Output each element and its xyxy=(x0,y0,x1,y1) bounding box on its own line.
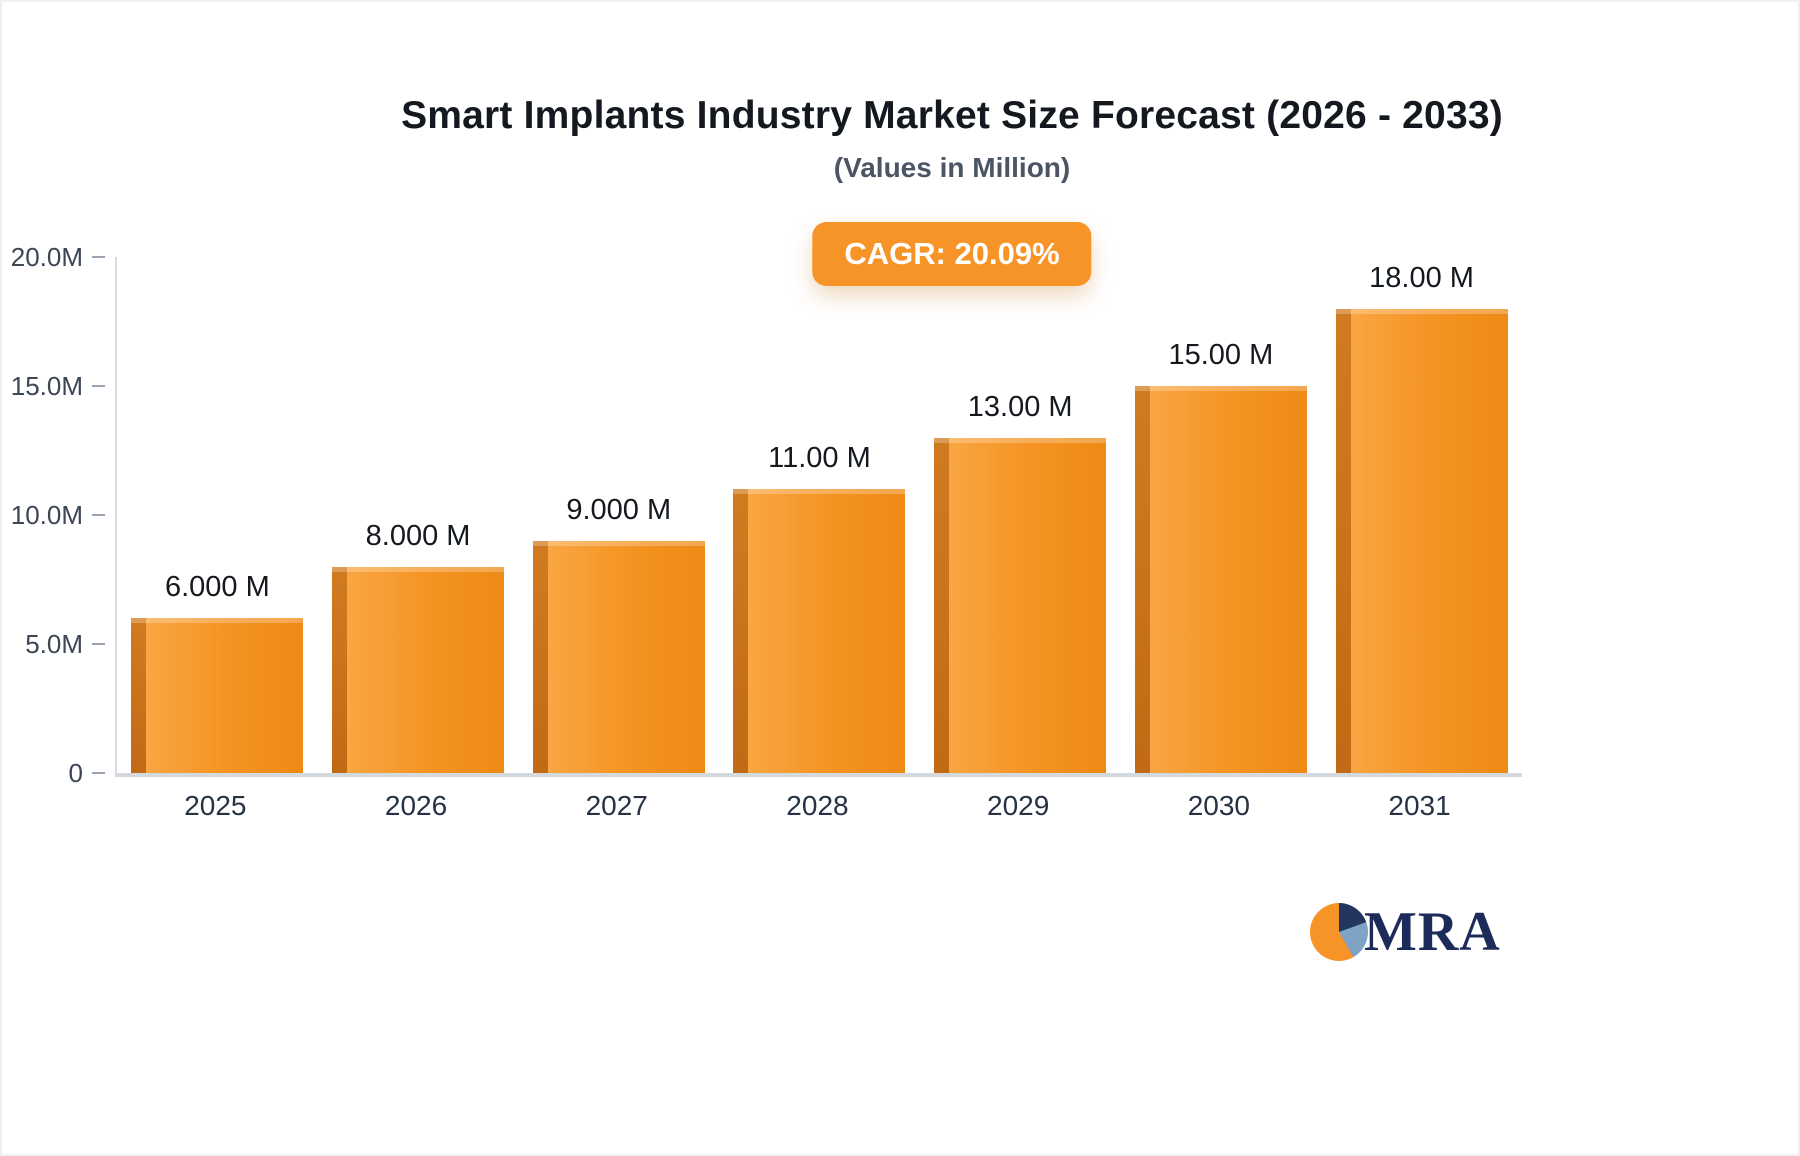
x-axis-label: 2026 xyxy=(384,790,448,821)
bar: 8.000 M xyxy=(332,520,505,773)
bar-value-label: 15.00 M xyxy=(1168,339,1274,371)
bar-3d-side xyxy=(532,540,548,773)
y-axis-tick-label: 15.0M xyxy=(10,371,83,401)
cagr-badge: CAGR: 20.09% xyxy=(812,222,1092,286)
bar-3d-side xyxy=(332,566,348,773)
bar: 11.00 M xyxy=(733,442,906,773)
pie-logo-icon xyxy=(1310,903,1368,961)
bar-3d-side xyxy=(131,618,147,773)
bar-top-bevel xyxy=(532,540,705,546)
bar-value-label: 8.000 M xyxy=(365,519,471,552)
bar-top-bevel xyxy=(1134,386,1307,391)
y-axis-tick-label: 0 xyxy=(68,758,83,788)
y-axis-tick-mark xyxy=(92,514,105,516)
y-axis-tick-mark xyxy=(92,385,105,387)
bar: 15.00 M xyxy=(1134,339,1307,773)
x-axis-label: 2029 xyxy=(987,790,1050,821)
y-axis-tick-label: 20.0M xyxy=(10,242,83,272)
bar-value-label: 6.000 M xyxy=(164,571,270,604)
bar-column: 11.00 M xyxy=(733,257,906,773)
bar-top-bevel xyxy=(934,437,1107,443)
brand-logo: MRA xyxy=(1310,900,1501,964)
bar: 13.00 M xyxy=(934,391,1107,773)
bar-value-label: 9.000 M xyxy=(566,493,672,526)
y-axis-tick-label: 5.0M xyxy=(25,629,83,659)
bar-value-label: 18.00 M xyxy=(1369,261,1474,294)
y-axis-tick-label: 10.0M xyxy=(10,500,83,530)
y-axis-tick-mark xyxy=(92,643,105,645)
x-axis: 2025 2026 2027 2028 2029 2030 2031 xyxy=(115,790,1520,822)
bar-top-bevel xyxy=(332,566,505,572)
x-axis-label: 2028 xyxy=(786,790,849,821)
brand-logo-text: MRA xyxy=(1364,901,1501,963)
bar-value-label: 13.00 M xyxy=(967,390,1073,423)
bar-3d-side xyxy=(1335,308,1351,773)
bar-column: 6.000 M xyxy=(131,257,304,773)
bar-column: 8.000 M xyxy=(332,257,505,773)
bar: 18.00 M xyxy=(1335,262,1508,773)
bar-column: 9.000 M xyxy=(532,257,705,773)
bar-series: 6.000 M 8.000 M 9.000 M 11.00 M 13.00 M 15.00… xyxy=(117,257,1522,773)
bar-column: 18.00 M xyxy=(1335,257,1508,773)
y-axis-tick-mark xyxy=(92,772,105,774)
x-axis-label: 2030 xyxy=(1187,790,1250,821)
bar-3d-side xyxy=(733,489,749,773)
bar-top-bevel xyxy=(1335,308,1508,314)
chart-title: Smart Implants Industry Market Size Fore… xyxy=(401,94,1503,137)
bar-column: 15.00 M xyxy=(1134,257,1307,773)
bar: 9.000 M xyxy=(532,494,705,773)
bar-value-label: 11.00 M xyxy=(768,442,871,475)
bar-3d-side xyxy=(1134,386,1150,773)
y-axis-tick-mark xyxy=(92,256,105,258)
bar-column: 13.00 M xyxy=(934,257,1107,773)
plot-area: 6.000 M 8.000 M 9.000 M 11.00 M 13.00 M 15.00… xyxy=(115,257,1522,777)
bar-3d-side xyxy=(934,437,950,773)
chart-subtitle: (Values in Million) xyxy=(833,152,1071,183)
bar-top-bevel xyxy=(131,618,304,624)
x-axis-label: 2031 xyxy=(1388,790,1451,821)
bar-top-bevel xyxy=(733,489,906,495)
y-axis: 0 5.0M 10.0M 15.0M 20.0M xyxy=(2,242,115,788)
x-axis-label: 2025 xyxy=(184,790,247,821)
bar: 6.000 M xyxy=(131,571,304,773)
x-axis-label: 2027 xyxy=(585,790,648,821)
